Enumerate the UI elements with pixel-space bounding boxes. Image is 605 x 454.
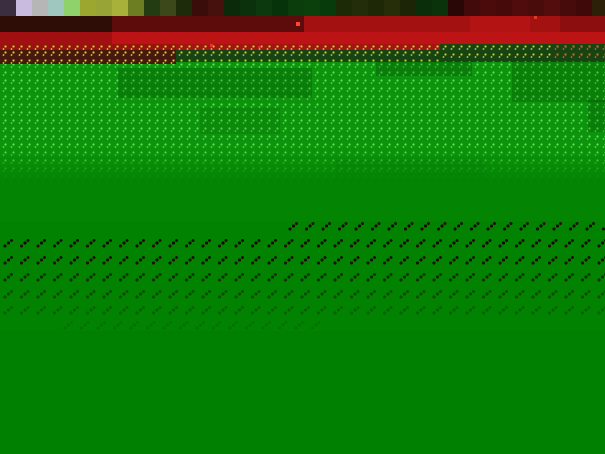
noise-block (240, 0, 256, 16)
noise-block (384, 0, 400, 16)
noise-block (496, 0, 512, 16)
noise-block (192, 0, 208, 16)
maroon-band-block-a (470, 16, 530, 32)
top-noise-strip (0, 0, 605, 16)
dot-strip-red-left (0, 44, 176, 50)
dash-row-6 (0, 303, 605, 317)
noise-block (208, 0, 224, 16)
noise-block (16, 0, 32, 16)
field-dark-patch-1 (118, 68, 312, 98)
dash-row-7 (60, 318, 320, 330)
noise-block (272, 0, 288, 16)
noise-block (128, 0, 144, 16)
maroon-band-mid (112, 16, 304, 32)
noise-block (448, 0, 464, 16)
noise-block (512, 0, 528, 16)
dot-strip-red-mid (176, 44, 440, 50)
dot-strip-orange-overlay (552, 44, 605, 62)
noise-block (32, 0, 48, 16)
speckle-7 (299, 45, 301, 47)
speckle-6 (258, 46, 261, 48)
noise-block (256, 0, 272, 16)
dash-row-4 (0, 270, 605, 284)
gap-green-band (0, 185, 605, 221)
noise-block (352, 0, 368, 16)
field-dark-patch-4 (588, 100, 605, 132)
dash-row-5 (0, 287, 605, 301)
dash-row-1 (285, 219, 605, 233)
noise-block (144, 0, 160, 16)
noise-block (48, 0, 64, 16)
dash-row-2 (0, 236, 605, 250)
field-fade-overlay (0, 148, 605, 185)
noise-block (176, 0, 192, 16)
speckle-1 (296, 22, 300, 26)
dash-row-3 (0, 253, 605, 267)
noise-block (224, 0, 240, 16)
noise-block (0, 0, 16, 16)
maroon-band-left (0, 16, 112, 32)
bottom-plain-green (0, 331, 605, 454)
noise-block (560, 0, 576, 16)
noise-block (576, 0, 592, 16)
maroon-band-block-b (560, 16, 605, 32)
noise-block (528, 0, 544, 16)
noise-block (416, 0, 432, 16)
noise-block (336, 0, 352, 16)
red-band-left (0, 32, 112, 44)
noise-block (464, 0, 480, 16)
field-dark-patch-3 (512, 56, 605, 102)
noise-block (64, 0, 80, 16)
noise-block (592, 0, 605, 16)
dot-strip-brown-left (0, 50, 176, 64)
noise-block (480, 0, 496, 16)
noise-block (96, 0, 112, 16)
noise-block (368, 0, 384, 16)
speckle-8 (534, 16, 537, 19)
red-band-main (112, 32, 605, 44)
field-dark-patch-5 (200, 108, 280, 134)
noise-block (400, 0, 416, 16)
noise-block (160, 0, 176, 16)
speckle-5 (210, 44, 213, 47)
noise-block (288, 0, 304, 16)
noise-block (544, 0, 560, 16)
noise-block (304, 0, 320, 16)
noise-block (112, 0, 128, 16)
dot-strip-darkgreen-mid (176, 50, 440, 62)
noise-block (80, 0, 96, 16)
noise-block (432, 0, 448, 16)
noise-block (320, 0, 336, 16)
